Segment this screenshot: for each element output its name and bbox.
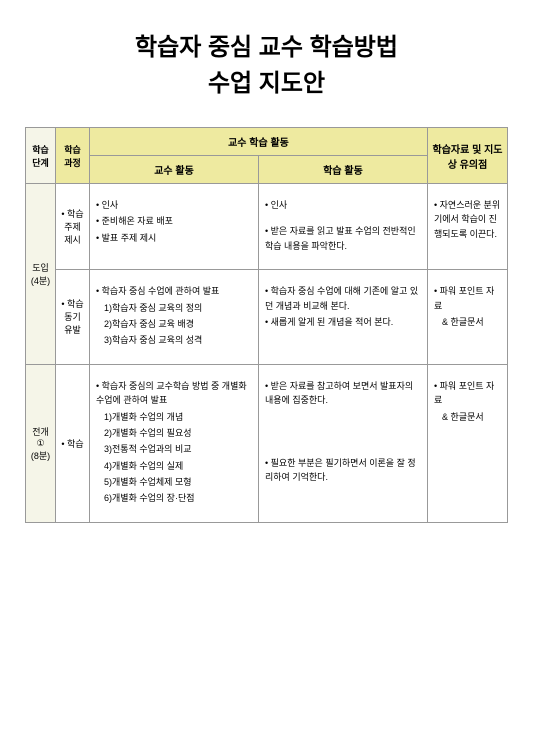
resource-item: & 한글문서 (434, 315, 501, 329)
header-process: 학습 과정 (56, 128, 90, 184)
teach-item: 학습자 중심의 교수학습 방법 중 개별화 수업에 관하여 발표 (96, 379, 252, 408)
teach-subitem: 6)개별화 수업의 장·단점 (96, 491, 252, 505)
learn-cell: 인사 받은 자료를 읽고 발표 수업의 전반적인 학습 내용을 파악한다. (259, 184, 428, 270)
teach-item: 학습자 중심 수업에 관하여 발표 (96, 284, 252, 298)
learn-cell: 학습자 중심 수업에 대해 기존에 알고 있던 개념과 비교해 본다. 새롭게 … (259, 270, 428, 365)
teach-subitem: 3)전통적 수업과의 비교 (96, 442, 252, 456)
header-stage: 학습 단계 (26, 128, 56, 184)
teach-item: 인사 (96, 198, 252, 212)
teach-item: 준비해온 자료 배포 (96, 214, 252, 228)
resource-cell: 자연스러운 분위기에서 학습이 진행되도록 이끈다. (428, 184, 508, 270)
teach-cell: 인사 준비해온 자료 배포 발표 주제 제시 (90, 184, 259, 270)
teach-subitem: 2)학습자 중심 교육 배경 (96, 317, 252, 331)
resource-cell: 파워 포인트 자료 & 한글문서 (428, 270, 508, 365)
spacer (265, 214, 421, 222)
title-line-1: 학습자 중심 교수 학습방법 (25, 30, 508, 66)
teach-subitem: 2)개별화 수업의 필요성 (96, 426, 252, 440)
stage-cell: 도입 (4분) (26, 184, 56, 365)
learn-item: 받은 자료를 읽고 발표 수업의 전반적인 학습 내용을 파악한다. (265, 224, 421, 253)
header-resource: 학습자료 및 지도상 유의점 (428, 128, 508, 184)
teach-cell: 학습자 중심 수업에 관하여 발표 1)학습자 중심 교육의 정의 2)학습자 … (90, 270, 259, 365)
teach-subitem: 4)개별화 수업의 실제 (96, 459, 252, 473)
learn-item: 받은 자료를 참고하여 보면서 발표자의 내용에 집중한다. (265, 379, 421, 408)
learn-item: 인사 (265, 198, 421, 212)
teach-item: 발표 주제 제시 (96, 231, 252, 245)
title-line-2: 수업 지도안 (25, 66, 508, 102)
header-learn: 학습 활동 (259, 156, 428, 184)
learn-item: 새롭게 알게 된 개념을 적어 본다. (265, 315, 421, 329)
resource-item: 파워 포인트 자료 (434, 284, 501, 313)
resource-item: 자연스러운 분위기에서 학습이 진행되도록 이끈다. (434, 198, 501, 241)
teach-subitem: 1)개별화 수업의 개념 (96, 410, 252, 424)
resource-item: 파워 포인트 자료 (434, 379, 501, 408)
lesson-plan-table: 학습 단계 학습 과정 교수 학습 활동 학습자료 및 지도상 유의점 교수 활… (25, 127, 508, 523)
resource-cell: 파워 포인트 자료 & 한글문서 (428, 364, 508, 522)
page-title: 학습자 중심 교수 학습방법 수업 지도안 (25, 30, 508, 102)
learn-item: 학습자 중심 수업에 대해 기존에 알고 있던 개념과 비교해 본다. (265, 284, 421, 313)
learn-item: 필요한 부분은 필기하면서 이론을 잘 정리하여 기억한다. (265, 456, 421, 485)
header-teach: 교수 활동 (90, 156, 259, 184)
resource-item: & 한글문서 (434, 410, 501, 424)
process-cell: • 학습 주제 제시 (56, 184, 90, 270)
stage-cell: 전개 ① (8분) (26, 364, 56, 522)
process-cell: • 학습 (56, 364, 90, 522)
teach-subitem: 1)학습자 중심 교육의 정의 (96, 301, 252, 315)
header-activity-group: 교수 학습 활동 (90, 128, 428, 156)
teach-subitem: 3)학습자 중심 교육의 성격 (96, 333, 252, 347)
learn-cell: 받은 자료를 참고하여 보면서 발표자의 내용에 집중한다. 필요한 부분은 필… (259, 364, 428, 522)
spacer (265, 410, 421, 454)
process-cell: • 학습 동기 유발 (56, 270, 90, 365)
teach-subitem: 5)개별화 수업체제 모형 (96, 475, 252, 489)
teach-cell: 학습자 중심의 교수학습 방법 중 개별화 수업에 관하여 발표 1)개별화 수… (90, 364, 259, 522)
